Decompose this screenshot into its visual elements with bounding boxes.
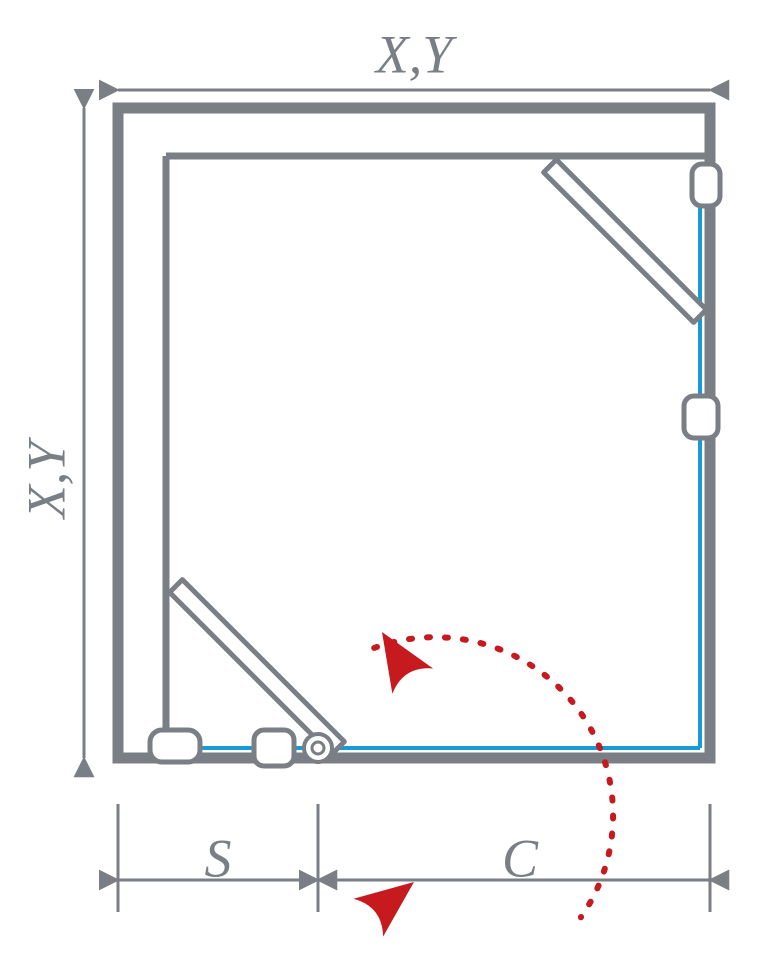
brace-right xyxy=(544,160,707,323)
label-s: S xyxy=(205,828,232,888)
fitting-right-top xyxy=(692,164,720,206)
door-swing-arc xyxy=(374,637,613,917)
fitting-right-mid xyxy=(684,396,718,438)
label-top-xy: X,Y xyxy=(374,24,457,84)
brace-left xyxy=(170,580,345,755)
hinge-inner-circle xyxy=(312,742,324,754)
swing-arrow-lower xyxy=(354,863,429,937)
shower-enclosure-diagram: X,Y X,Y S C xyxy=(0,0,780,960)
fitting-bottom-mid xyxy=(254,730,294,766)
label-c: C xyxy=(502,828,539,888)
swing-arrow-upper xyxy=(362,619,433,694)
fitting-bottom-left xyxy=(150,730,200,762)
label-left-xy: X,Y xyxy=(16,437,76,520)
